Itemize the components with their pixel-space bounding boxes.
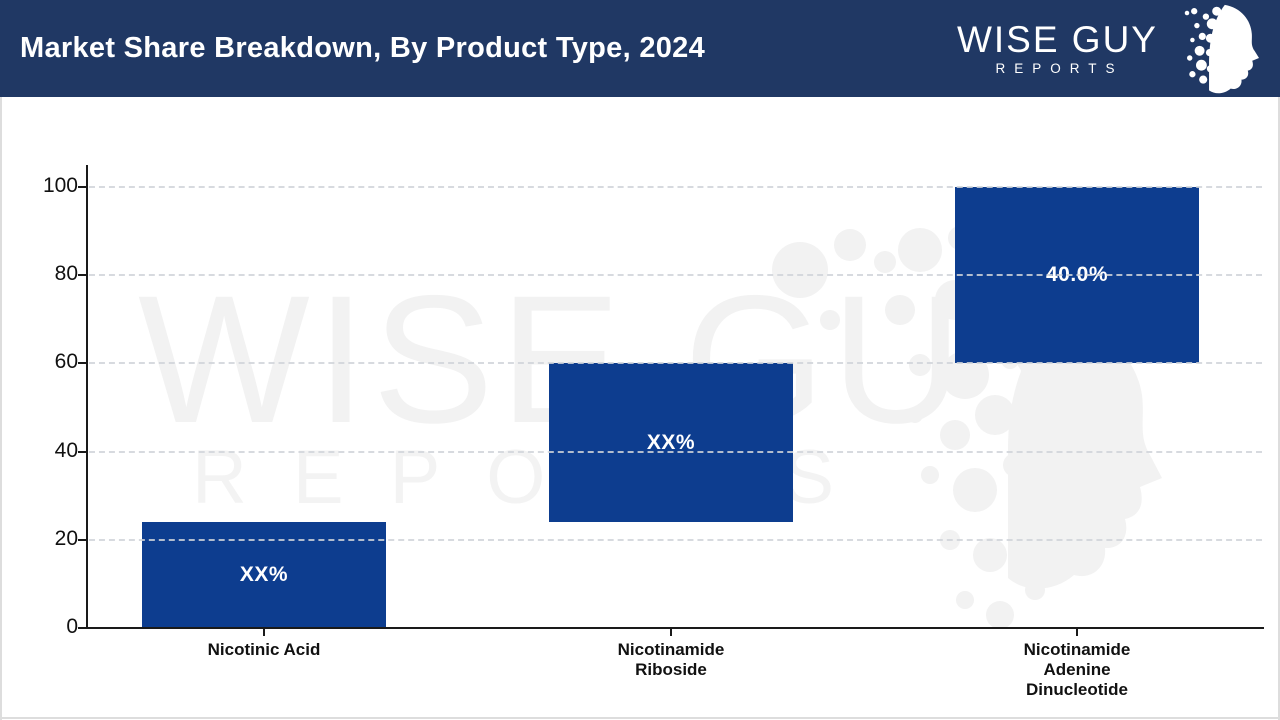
gridline-80 (89, 274, 1262, 277)
y-tick-mark-20 (78, 538, 86, 541)
bar-2: XX% (549, 363, 793, 523)
x-category-label-1: Nicotinic Acid (207, 640, 321, 659)
y-tick-mark-80 (78, 274, 86, 277)
gridline-40 (89, 450, 1262, 453)
wiseguy-logo: WISE GUY REPORTS (957, 0, 1280, 97)
y-tick-label-100: 100 (42, 174, 78, 197)
y-tick-label-20: 20 (54, 526, 78, 550)
y-tick-mark-40 (78, 450, 86, 453)
x-axis-spine (86, 627, 1264, 629)
left-edge-line (0, 97, 2, 720)
right-edge-line (1278, 97, 1280, 720)
logo-wordmark: WISE GUY (956, 19, 1158, 60)
x-category-label-3: Nicotinamide Adenine Dinucleotide (1023, 640, 1131, 699)
bar-value-label: XX% (646, 430, 696, 454)
x-tick-mark-1 (263, 628, 265, 636)
header-bar: Market Share Breakdown, By Product Type,… (0, 0, 1280, 97)
y-tick-mark-60 (78, 362, 86, 365)
logo-subtitle: REPORTS (995, 61, 1124, 76)
x-category-label-2: Nicotinamide Riboside (617, 640, 725, 679)
bottom-edge-line (0, 717, 1280, 719)
bar-value-label: XX% (239, 563, 289, 587)
y-tick-label-40: 40 (54, 438, 78, 462)
y-tick-label-0: 0 (66, 615, 78, 638)
y-tick-label-60: 60 (54, 350, 78, 374)
gridline-100 (89, 186, 1262, 188)
y-tick-label-80: 80 (54, 262, 78, 286)
y-axis-spine (86, 164, 88, 629)
gridline-60 (89, 362, 1262, 365)
x-tick-mark-3 (1076, 628, 1078, 636)
chart-title: Market Share Breakdown, By Product Type,… (20, 32, 706, 64)
x-tick-mark-2 (670, 628, 672, 636)
logo-face-icon (1184, 4, 1259, 93)
gridline-20 (89, 538, 1262, 541)
y-tick-mark-100 (78, 186, 86, 188)
logo-text: WISE GUY REPORTS (957, 21, 1158, 76)
y-tick-mark-0 (78, 627, 86, 629)
